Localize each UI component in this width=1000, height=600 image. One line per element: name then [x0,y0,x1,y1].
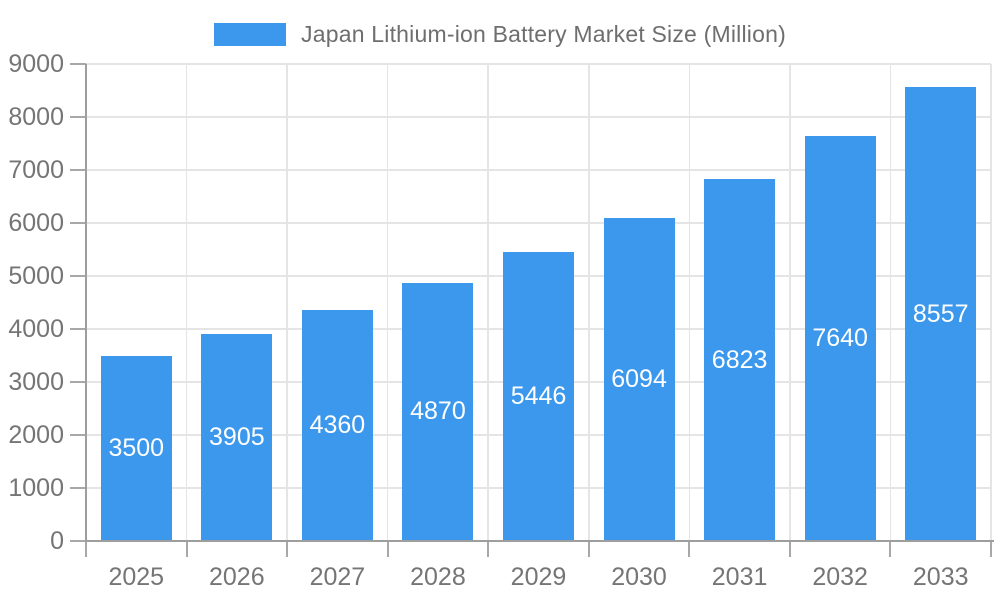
y-axis-tick [70,63,86,65]
x-axis-label: 2033 [912,563,969,591]
y-axis-label: 0 [50,527,64,555]
x-gridline [185,64,188,541]
x-axis-tick [889,541,892,557]
bar-2028[interactable]: 4870 [402,282,474,541]
y-axis-label: 7000 [8,156,64,184]
bar-value-label: 8557 [912,299,969,328]
y-axis-label: 1000 [8,474,64,502]
bar-2032[interactable]: 7640 [804,136,876,541]
y-gridline [86,169,991,171]
y-axis-tick [70,275,86,277]
x-gridline [386,64,389,541]
x-axis-label: 2032 [812,563,868,591]
x-gridline [487,64,489,541]
y-axis-label: 5000 [8,262,64,290]
y-axis-tick [70,116,86,118]
bar-value-label: 6823 [711,345,768,374]
y-axis-label: 8000 [8,103,64,131]
legend-swatch [214,22,287,46]
x-axis-tick [185,541,188,557]
y-axis-tick [70,222,86,224]
bar-value-label: 5446 [510,382,567,411]
x-axis-label: 2030 [611,563,667,591]
bar-value-label: 3905 [209,423,265,451]
bar-2030[interactable]: 6094 [603,218,675,541]
bar-2027[interactable]: 4360 [301,309,373,541]
x-axis-tick [688,541,691,557]
bar-value-label: 7640 [812,324,868,353]
x-axis-tick [487,541,490,557]
chart-legend-item[interactable]: Japan Lithium-ion Battery Market Size (M… [0,21,1000,47]
y-axis-label: 3000 [8,368,64,396]
bar-2031[interactable]: 6823 [704,179,776,541]
x-gridline [889,64,892,541]
bar-2026[interactable]: 3905 [201,334,273,541]
x-axis-label: 2027 [309,563,366,591]
y-axis-label: 2000 [8,421,64,449]
y-axis-label: 9000 [8,50,64,78]
x-gridline [688,64,691,541]
legend-label: Japan Lithium-ion Battery Market Size (M… [301,21,786,47]
y-axis-tick [70,434,86,436]
x-axis-line [85,540,994,542]
x-axis-tick [286,541,289,557]
y-axis-tick [70,487,86,489]
x-axis-tick [788,541,791,557]
y-gridline [86,116,991,118]
y-axis-tick [70,328,86,330]
x-axis-tick [85,541,87,557]
bar-value-label: 6094 [611,365,667,393]
bar-value-label: 3500 [108,433,165,462]
bar-2033[interactable]: 8557 [905,87,977,541]
x-axis-label: 2031 [711,563,768,591]
y-axis-label: 6000 [8,209,64,237]
bar-2029[interactable]: 5446 [503,252,574,541]
x-gridline [588,64,590,541]
x-axis-label: 2028 [410,563,466,591]
x-axis-tick [990,541,992,557]
y-axis-tick [70,381,86,383]
y-axis-tick [70,169,86,171]
x-gridline [789,64,791,541]
bar-value-label: 4360 [309,410,366,439]
bar-2025[interactable]: 3500 [100,355,172,541]
y-axis-line [85,64,87,542]
y-axis-tick [70,540,86,542]
x-axis-label: 2029 [510,563,567,591]
x-gridline [990,64,992,541]
y-axis-label: 4000 [8,315,64,343]
bar-value-label: 4870 [410,397,466,426]
x-axis-tick [386,541,389,557]
x-axis-tick [587,541,590,557]
y-gridline [86,63,991,65]
y-gridline [86,222,991,224]
x-axis-label: 2026 [209,563,265,591]
x-gridline [286,64,288,541]
x-axis-label: 2025 [108,563,165,591]
